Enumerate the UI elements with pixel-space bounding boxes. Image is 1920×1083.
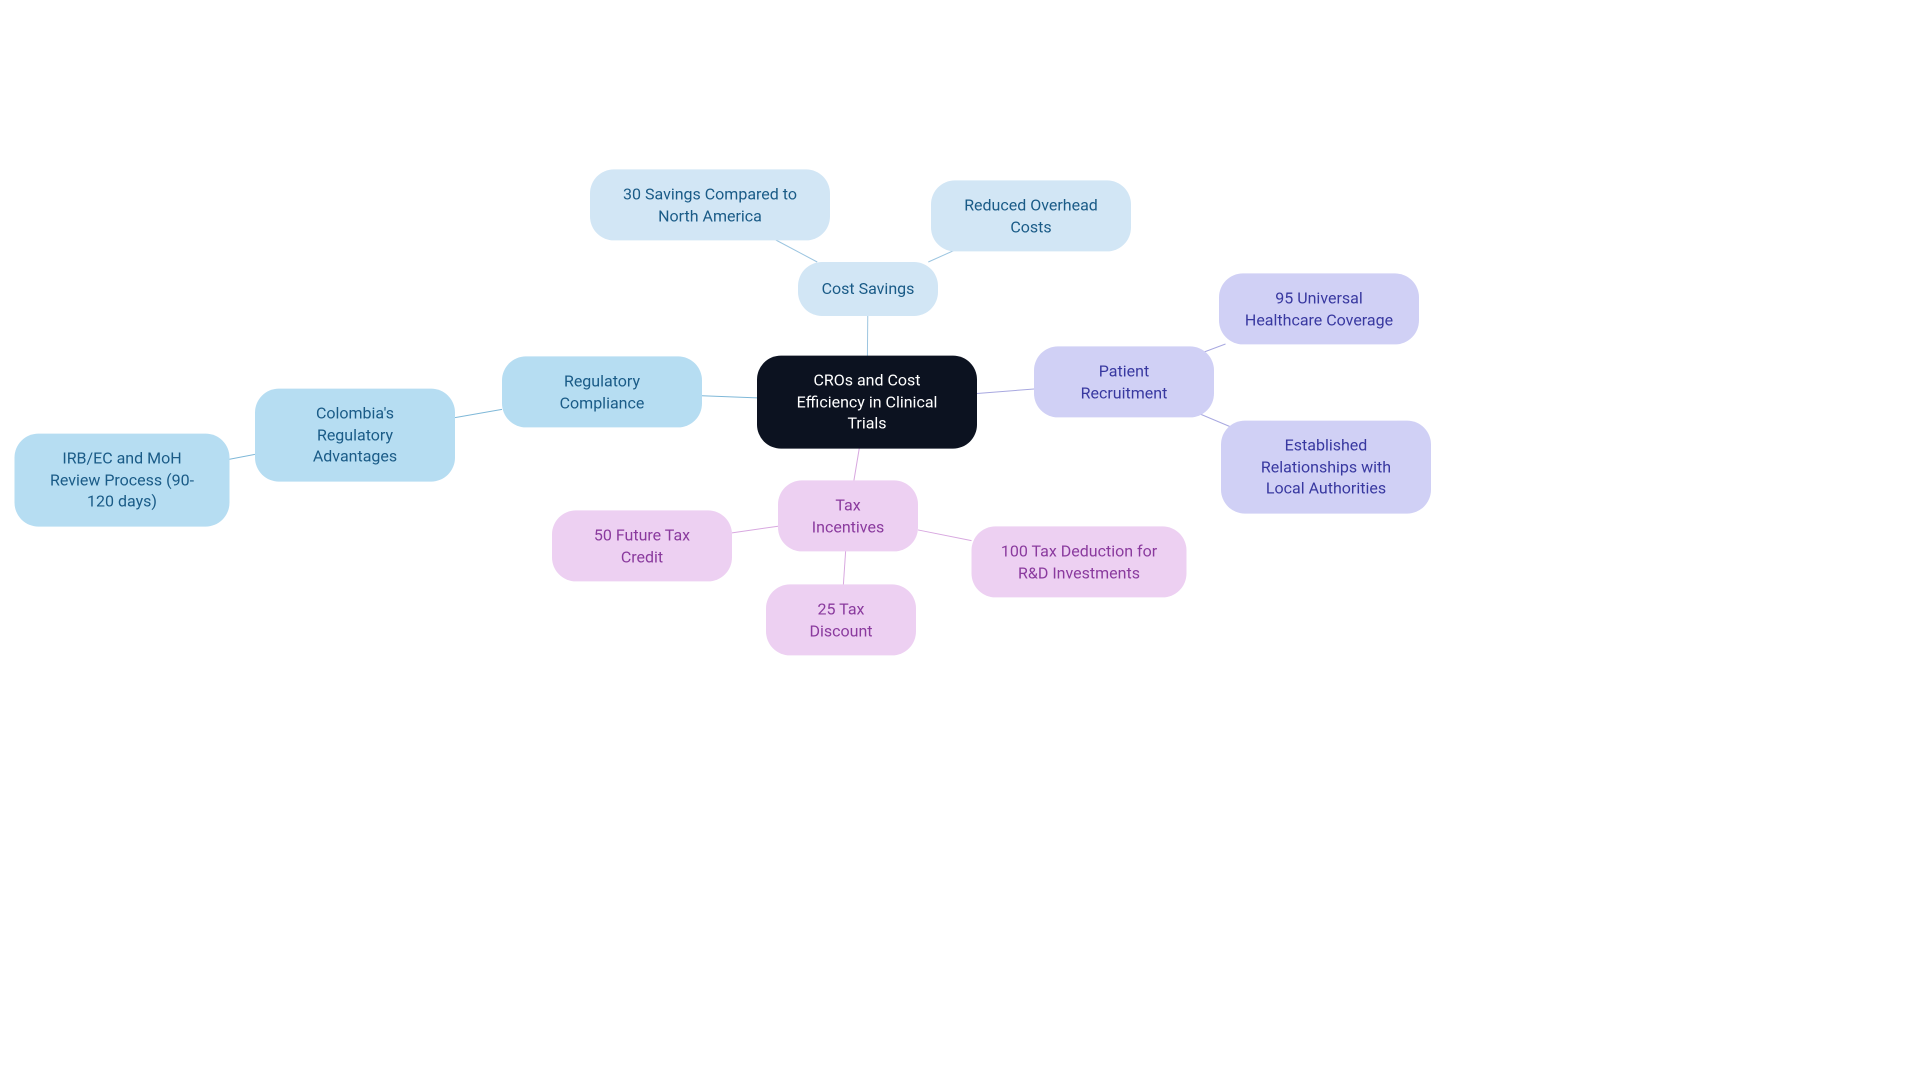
edge	[776, 240, 817, 262]
node-healthcare_coverage[interactable]: 95 Universal Healthcare Coverage	[1219, 273, 1419, 344]
node-cost_savings[interactable]: Cost Savings	[798, 262, 938, 316]
edge	[230, 454, 256, 459]
node-local_authorities[interactable]: Established Relationships with Local Aut…	[1221, 421, 1431, 514]
edges-layer	[0, 0, 1920, 1083]
node-label: Established Relationships with Local Aut…	[1243, 435, 1409, 500]
node-irb_review[interactable]: IRB/EC and MoH Review Process (90-120 da…	[15, 434, 230, 527]
node-label: CROs and Cost Efficiency in Clinical Tri…	[779, 370, 955, 435]
node-center[interactable]: CROs and Cost Efficiency in Clinical Tri…	[757, 356, 977, 449]
node-label: Colombia's Regulatory Advantages	[277, 403, 433, 468]
edge	[702, 396, 757, 398]
edge	[977, 389, 1034, 393]
node-label: 25 Tax Discount	[788, 598, 894, 641]
node-label: Tax Incentives	[800, 494, 896, 537]
node-patient_recruitment[interactable]: Patient Recruitment	[1034, 346, 1214, 417]
node-reduced_overhead[interactable]: Reduced Overhead Costs	[931, 180, 1131, 251]
node-label: 100 Tax Deduction for R&D Investments	[994, 540, 1165, 583]
node-tax_deduction_100[interactable]: 100 Tax Deduction for R&D Investments	[972, 526, 1187, 597]
node-label: 50 Future Tax Credit	[574, 524, 710, 567]
node-label: Reduced Overhead Costs	[953, 194, 1109, 237]
edge	[918, 530, 972, 541]
node-colombia_regulatory[interactable]: Colombia's Regulatory Advantages	[255, 389, 455, 482]
node-regulatory_compliance[interactable]: Regulatory Compliance	[502, 356, 702, 427]
node-label: IRB/EC and MoH Review Process (90-120 da…	[37, 448, 208, 513]
node-label: 30 Savings Compared to North America	[612, 183, 808, 226]
node-tax_credit_50[interactable]: 50 Future Tax Credit	[552, 510, 732, 581]
edge	[455, 409, 502, 417]
node-label: 95 Universal Healthcare Coverage	[1241, 287, 1397, 330]
node-label: Regulatory Compliance	[524, 370, 680, 413]
edge	[732, 526, 778, 533]
node-label: Patient Recruitment	[1056, 360, 1192, 403]
node-label: Cost Savings	[822, 278, 915, 300]
node-savings_30[interactable]: 30 Savings Compared to North America	[590, 169, 830, 240]
node-tax_incentives[interactable]: Tax Incentives	[778, 480, 918, 551]
node-tax_discount_25[interactable]: 25 Tax Discount	[766, 584, 916, 655]
